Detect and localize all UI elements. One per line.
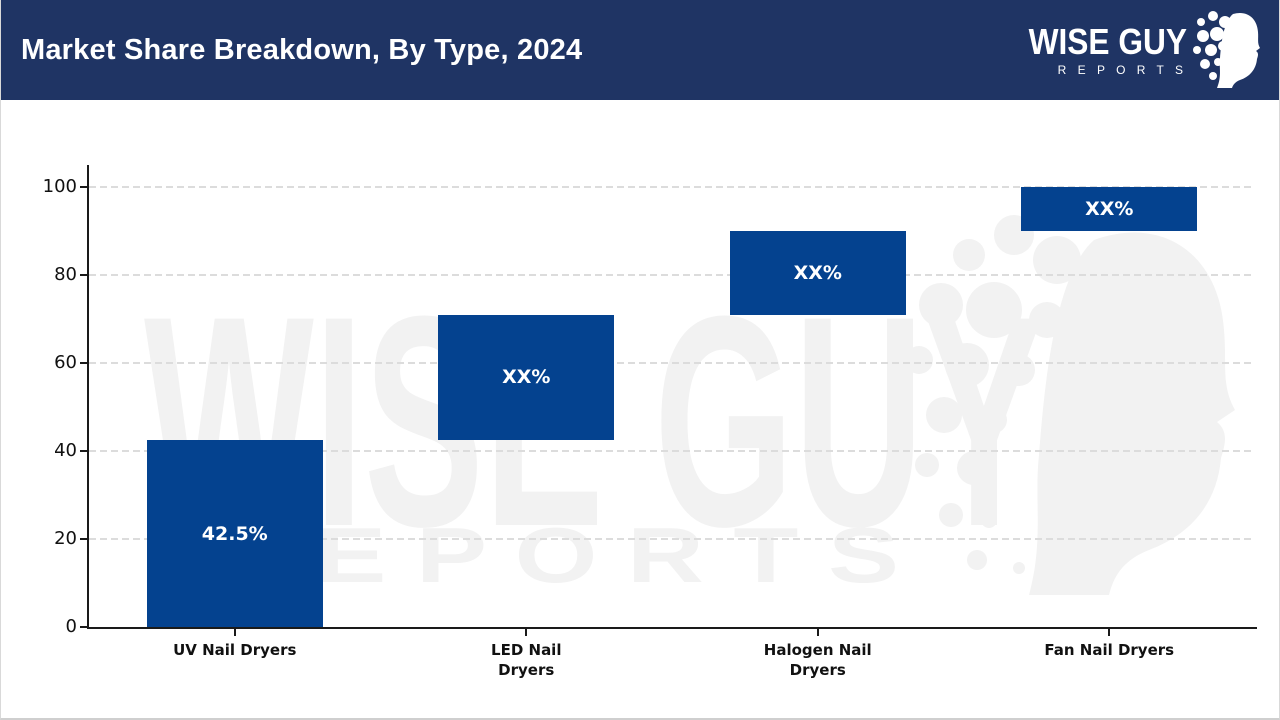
x-tick-label: Fan Nail Dryers bbox=[1044, 641, 1175, 659]
bar-segment bbox=[729, 231, 906, 315]
logo-subname: R E P O R T S bbox=[1057, 62, 1187, 77]
x-tick bbox=[816, 629, 819, 636]
bar-segment bbox=[1021, 187, 1198, 231]
y-tick-label: 60 bbox=[54, 352, 77, 373]
y-tick-label: 100 bbox=[42, 176, 77, 197]
bar-value-label: XX% bbox=[502, 366, 551, 389]
gridline bbox=[89, 186, 1255, 188]
wise-guy-reports-logo: WISE GUY R E P O R T S bbox=[1007, 8, 1263, 92]
y-tick-label: 20 bbox=[54, 528, 77, 549]
y-tick bbox=[80, 450, 89, 452]
y-tick bbox=[80, 186, 89, 188]
bar-segment bbox=[438, 314, 615, 440]
x-tick-label: Halogen Nail Dryers bbox=[763, 641, 872, 679]
y-tick bbox=[80, 362, 89, 364]
logo-name: WISE GUY bbox=[1028, 20, 1187, 62]
page-title: Market Share Breakdown, By Type, 2024 bbox=[21, 33, 583, 66]
x-tick-label: UV Nail Dryers bbox=[173, 641, 297, 659]
chart-area: WISE GUY R E P O R T S bbox=[1, 100, 1279, 718]
x-tick bbox=[525, 629, 528, 636]
y-tick bbox=[80, 626, 89, 628]
bar-value-label: XX% bbox=[1085, 198, 1134, 220]
y-tick-label: 80 bbox=[54, 264, 77, 285]
bar-value-label: 42.5% bbox=[201, 522, 268, 545]
header-bar: Market Share Breakdown, By Type, 2024 WI… bbox=[1, 0, 1279, 100]
x-tick bbox=[1108, 629, 1111, 636]
y-tick-label: 0 bbox=[65, 616, 77, 637]
bar-segment bbox=[146, 440, 323, 627]
y-tick-label: 40 bbox=[54, 440, 77, 461]
logo-head-icon bbox=[1193, 11, 1260, 89]
gridline bbox=[89, 274, 1255, 276]
x-axis-spine bbox=[87, 627, 1257, 629]
y-axis-spine bbox=[87, 165, 89, 629]
gridline bbox=[89, 450, 1255, 452]
y-tick bbox=[80, 538, 89, 540]
logo-text: WISE GUY R E P O R T S bbox=[1007, 20, 1187, 77]
x-tick bbox=[233, 629, 236, 636]
gridline bbox=[89, 362, 1255, 364]
gridline bbox=[89, 538, 1255, 540]
bar-value-label: XX% bbox=[793, 261, 842, 284]
x-tick-label: LED Nail Dryers bbox=[491, 641, 562, 679]
y-tick bbox=[80, 274, 89, 276]
